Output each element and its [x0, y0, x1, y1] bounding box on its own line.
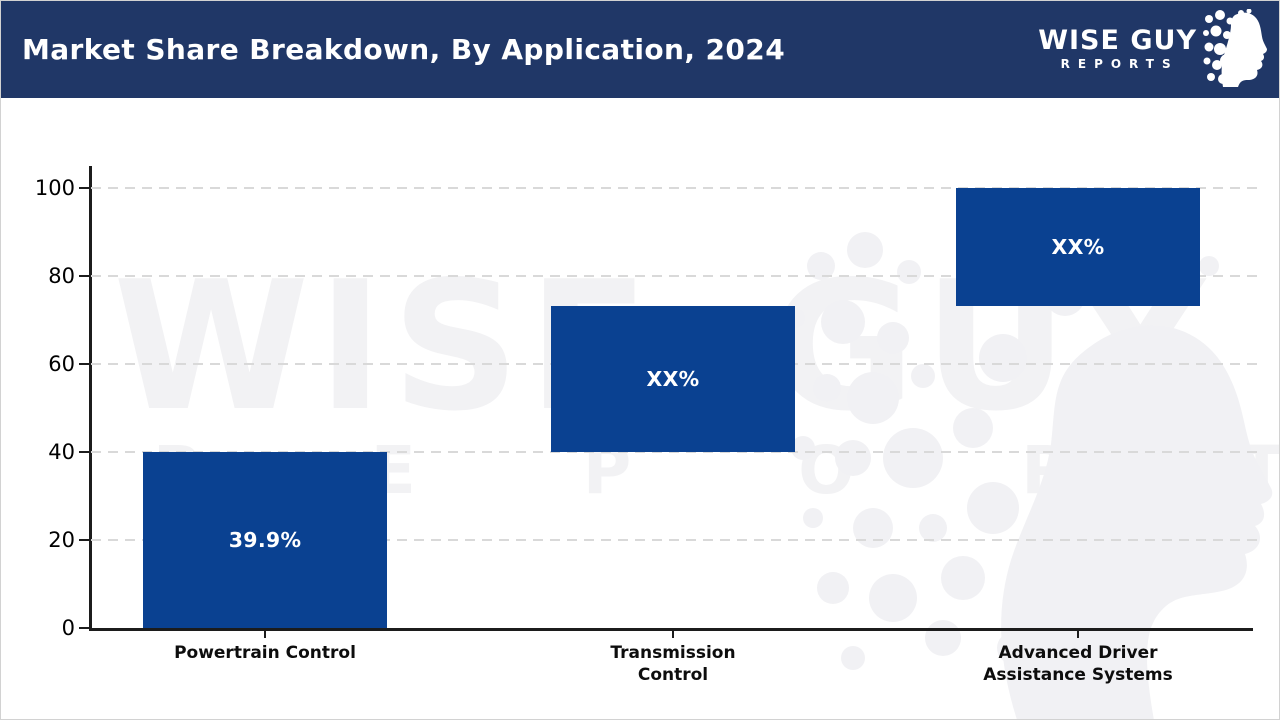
header-bar: Market Share Breakdown, By Application, … — [1, 1, 1279, 98]
y-tick-mark-100 — [79, 187, 89, 189]
plot-area: 0 20 40 60 80 100 39.9% Powertrain Control XX% Tr… — [35, 166, 1261, 685]
brand-logo: WISE GUY REPORTS — [1038, 9, 1267, 87]
y-tick-mark-40 — [79, 451, 89, 453]
x-tick-label-transmission-control: Transmission Control — [513, 643, 833, 686]
brand-subtitle: REPORTS — [1060, 56, 1179, 71]
bar-transmission-control: XX% — [551, 305, 795, 453]
y-tick-mark-20 — [79, 539, 89, 541]
y-tick-label-100: 100 — [34, 176, 75, 200]
brand-name: WISE GUY — [1038, 24, 1197, 56]
y-tick-mark-80 — [79, 275, 89, 277]
y-axis-line — [89, 166, 92, 631]
bar-powertrain-control: 39.9% — [143, 452, 387, 628]
x-tick-label-line: Control — [637, 664, 709, 685]
bar-value-label: XX% — [1051, 234, 1105, 259]
x-tick-mark-transmission-control — [672, 631, 674, 638]
y-tick-label-80: 80 — [48, 264, 75, 288]
y-tick-mark-0 — [79, 627, 89, 629]
y-tick-label-20: 20 — [48, 528, 75, 552]
wise-guy-face-icon — [1203, 9, 1267, 87]
x-tick-label-advanced-driver-assistance-systems: Advanced Driver Assistance Systems — [918, 643, 1238, 686]
y-tick-label-60: 60 — [48, 352, 75, 376]
x-axis-line — [89, 628, 1253, 631]
y-tick-mark-60 — [79, 363, 89, 365]
brand-text: WISE GUY REPORTS — [1038, 24, 1197, 71]
bar-advanced-driver-assistance-systems: XX% — [956, 188, 1200, 306]
gridline-100 — [91, 187, 1259, 189]
gridline-80 — [91, 275, 1259, 277]
x-tick-label-line: Assistance Systems — [983, 664, 1173, 685]
y-tick-label-40: 40 — [48, 440, 75, 464]
x-tick-label-powertrain-control: Powertrain Control — [105, 643, 425, 665]
y-tick-label-0: 0 — [61, 616, 75, 640]
x-tick-label-line: Advanced Driver — [998, 643, 1158, 663]
bar-value-label: 39.9% — [228, 528, 302, 553]
chart-title: Market Share Breakdown, By Application, … — [22, 33, 786, 66]
x-tick-mark-advanced-driver-assistance-systems — [1077, 631, 1079, 638]
bar-value-label: XX% — [646, 367, 700, 392]
x-tick-label-line: Powertrain Control — [174, 643, 356, 663]
x-tick-mark-powertrain-control — [264, 631, 266, 638]
x-tick-label-line: Transmission — [610, 643, 736, 663]
gridline-20 — [91, 539, 1259, 541]
watermark-face-icon — [777, 232, 1273, 719]
